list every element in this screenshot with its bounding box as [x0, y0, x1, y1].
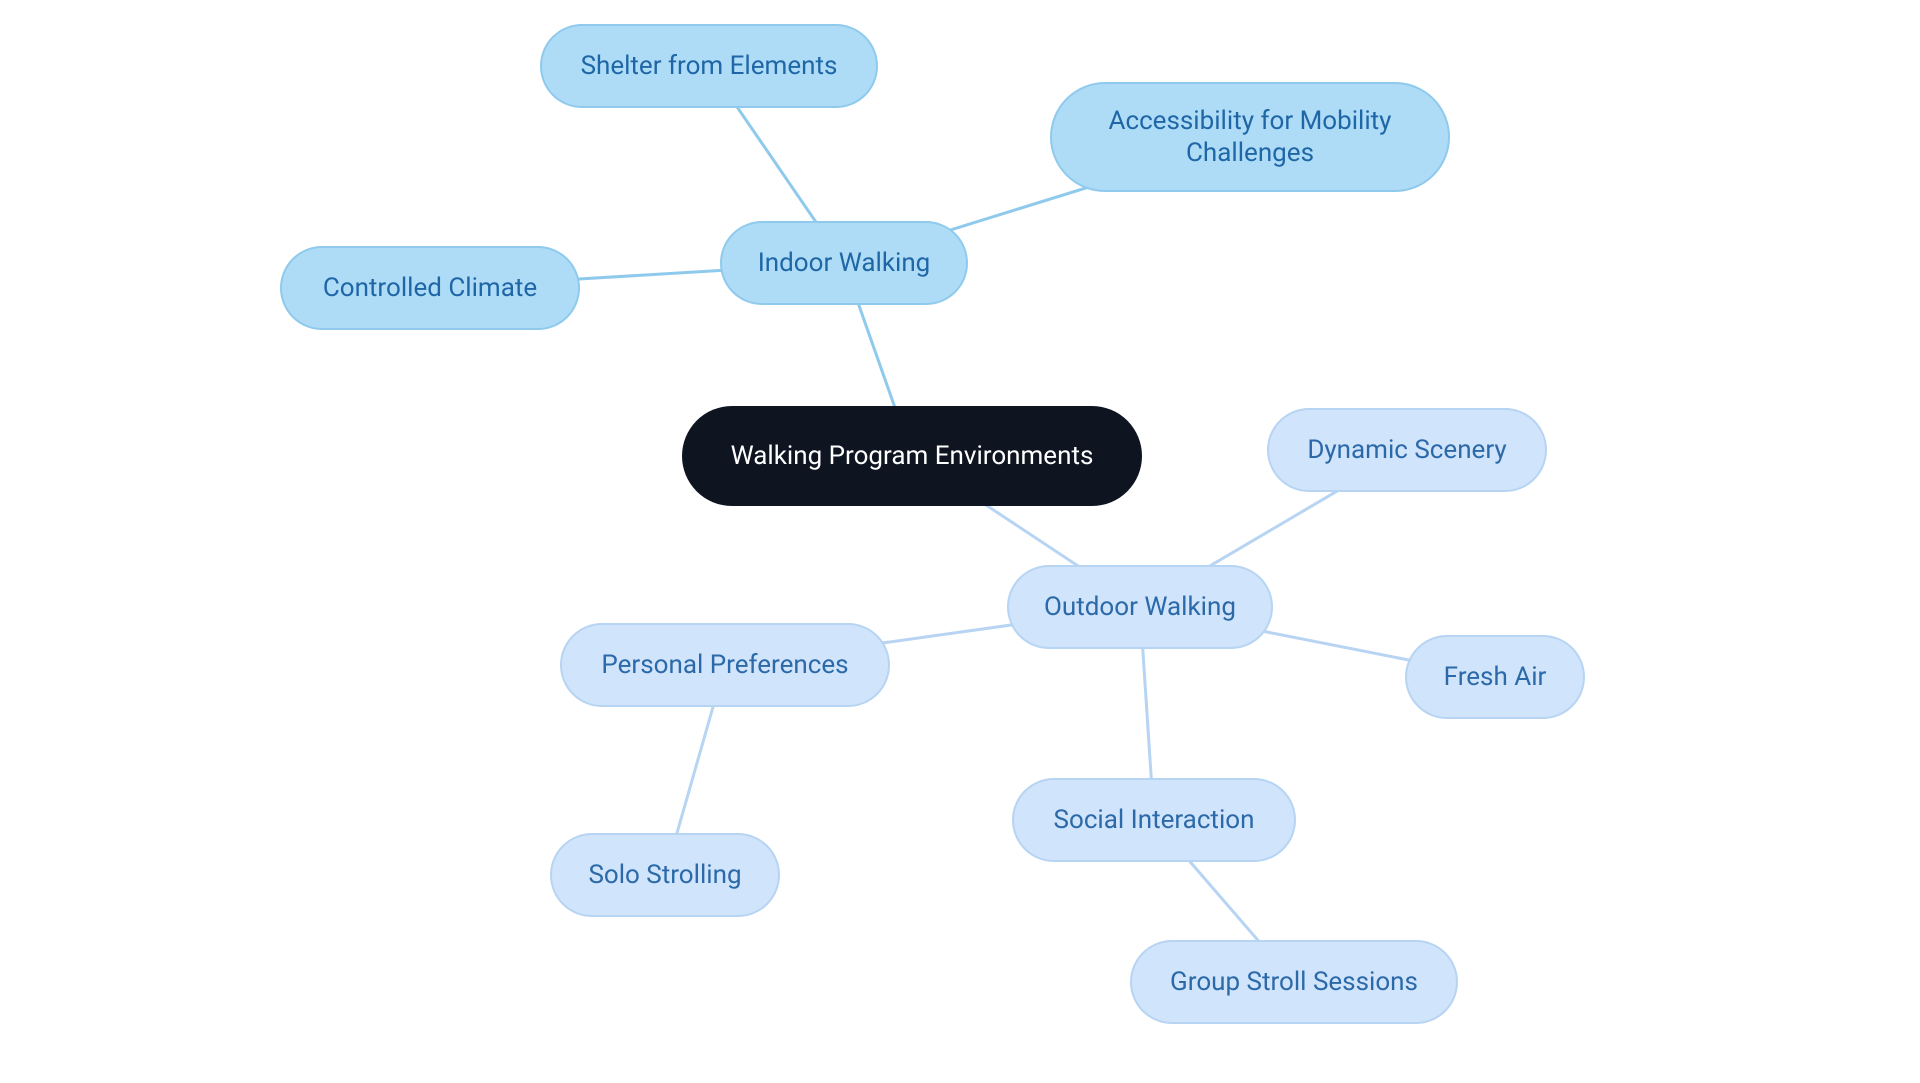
node-social: Social Interaction: [1012, 778, 1296, 862]
node-label: Controlled Climate: [323, 272, 537, 305]
node-access: Accessibility for Mobility Challenges: [1050, 82, 1450, 192]
node-scenery: Dynamic Scenery: [1267, 408, 1547, 492]
node-label: Shelter from Elements: [581, 50, 838, 83]
node-label: Walking Program Environments: [731, 440, 1094, 473]
node-group: Group Stroll Sessions: [1130, 940, 1458, 1024]
node-solo: Solo Strolling: [550, 833, 780, 917]
node-indoor: Indoor Walking: [720, 221, 968, 305]
node-label: Outdoor Walking: [1044, 591, 1236, 624]
node-freshair: Fresh Air: [1405, 635, 1585, 719]
mindmap-canvas: Walking Program Environments Indoor Walki…: [0, 0, 1920, 1083]
node-label: Group Stroll Sessions: [1170, 966, 1418, 999]
node-label: Indoor Walking: [758, 247, 931, 280]
node-label: Personal Preferences: [601, 649, 848, 682]
node-climate: Controlled Climate: [280, 246, 580, 330]
node-shelter: Shelter from Elements: [540, 24, 878, 108]
node-prefs: Personal Preferences: [560, 623, 890, 707]
node-label: Accessibility for Mobility Challenges: [1109, 105, 1392, 170]
edges-layer: [0, 0, 1920, 1083]
node-label: Dynamic Scenery: [1307, 434, 1506, 467]
node-outdoor: Outdoor Walking: [1007, 565, 1273, 649]
node-root: Walking Program Environments: [682, 406, 1142, 506]
node-label: Solo Strolling: [588, 859, 741, 892]
node-label: Social Interaction: [1054, 804, 1255, 837]
node-label: Fresh Air: [1444, 661, 1547, 694]
